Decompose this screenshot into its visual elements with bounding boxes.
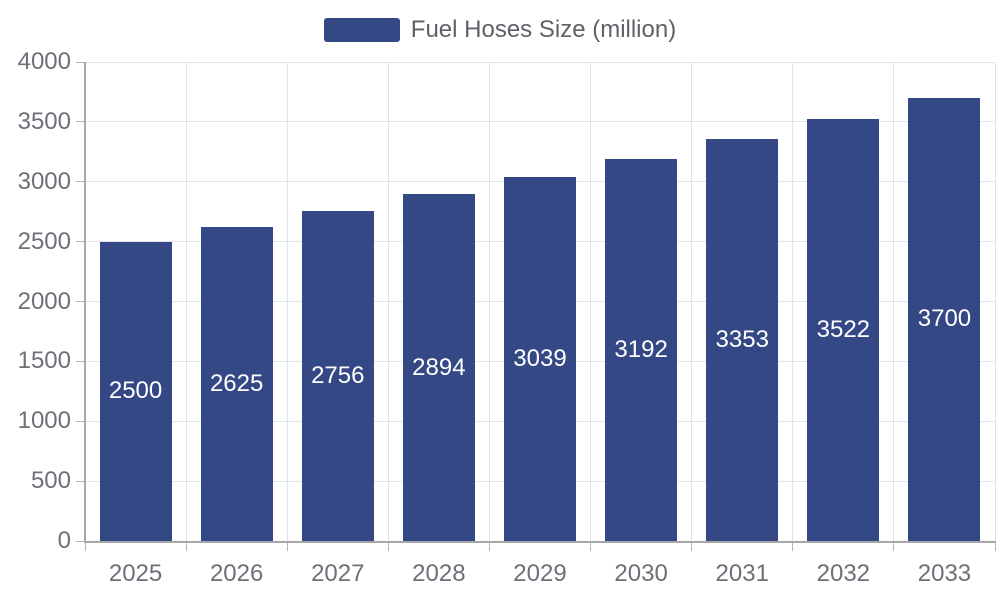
y-axis-tick bbox=[76, 301, 84, 302]
y-axis-tick bbox=[76, 241, 84, 243]
bar-2033[interactable]: 3700 bbox=[908, 97, 981, 541]
y-axis-tick-label: 1000 bbox=[17, 407, 71, 435]
x-axis-tick bbox=[84, 543, 86, 551]
x-axis-tick-label: 2033 bbox=[917, 560, 972, 587]
x-axis-tick-label: 2028 bbox=[412, 560, 466, 587]
y-axis-tick bbox=[76, 121, 84, 123]
bar-2025[interactable]: 2500 bbox=[99, 241, 172, 541]
x-axis-tick-label: 2030 bbox=[614, 560, 668, 587]
x-axis-tick bbox=[994, 543, 996, 551]
bar-value-label: 3522 bbox=[816, 316, 871, 344]
bar-value-label: 3039 bbox=[513, 345, 567, 373]
x-axis-tick bbox=[185, 543, 187, 551]
x-axis-tick bbox=[691, 543, 693, 551]
bar-2030[interactable]: 3192 bbox=[605, 158, 678, 541]
legend-item[interactable]: Fuel Hoses Size (million) bbox=[0, 16, 1000, 44]
gridline-vertical bbox=[286, 62, 288, 541]
y-axis-tick-label: 4000 bbox=[17, 48, 71, 75]
y-axis-tick-label: 2500 bbox=[17, 227, 71, 255]
x-axis-tick bbox=[387, 543, 389, 551]
y-axis-tick-label: 3500 bbox=[17, 107, 71, 135]
x-axis-tick bbox=[792, 543, 794, 551]
gridline-vertical bbox=[893, 62, 895, 541]
x-axis-line bbox=[84, 541, 996, 543]
bar-2032[interactable]: 3522 bbox=[807, 119, 880, 541]
y-axis-line bbox=[84, 62, 86, 543]
y-axis-tick bbox=[76, 480, 84, 482]
y-axis-tick bbox=[76, 181, 84, 183]
y-axis-tick bbox=[76, 420, 84, 422]
y-axis-tick-label: 2000 bbox=[17, 287, 71, 315]
x-axis-tick bbox=[590, 543, 592, 551]
y-axis-tick-label: 1500 bbox=[17, 347, 71, 375]
bar-value-label: 3192 bbox=[614, 335, 668, 363]
y-axis-tick-label: 0 bbox=[57, 527, 71, 554]
bar-value-label: 3353 bbox=[715, 326, 769, 354]
bar-value-label: 2500 bbox=[108, 377, 163, 405]
x-axis-tick-label: 2029 bbox=[513, 560, 567, 587]
gridline-vertical bbox=[488, 62, 490, 541]
x-axis-tick-label: 2027 bbox=[311, 560, 365, 587]
gridline-vertical bbox=[792, 62, 794, 541]
x-axis-tick bbox=[488, 543, 490, 551]
bar-value-label: 2756 bbox=[311, 361, 365, 389]
bar-2027[interactable]: 2756 bbox=[301, 210, 374, 541]
x-axis-tick bbox=[286, 543, 288, 551]
legend-label: Fuel Hoses Size (million) bbox=[410, 16, 677, 43]
bar-2029[interactable]: 3039 bbox=[504, 177, 576, 541]
gridline-vertical bbox=[185, 62, 187, 541]
gridline-vertical bbox=[691, 62, 693, 541]
y-axis-tick bbox=[76, 61, 84, 63]
bar-2031[interactable]: 3353 bbox=[706, 139, 779, 541]
bar-value-label: 2625 bbox=[209, 369, 264, 397]
bar-value-label: 2894 bbox=[412, 353, 466, 381]
x-axis-tick bbox=[893, 543, 895, 551]
y-axis-tick bbox=[76, 540, 84, 542]
x-axis-tick-label: 2026 bbox=[209, 560, 264, 587]
legend-swatch bbox=[323, 18, 400, 42]
gridline-vertical bbox=[994, 62, 996, 541]
bar-value-label: 3700 bbox=[917, 305, 972, 333]
x-axis-tick-label: 2025 bbox=[108, 560, 163, 587]
gridline-vertical bbox=[387, 62, 389, 541]
gridline-horizontal bbox=[85, 121, 995, 123]
y-axis-tick-label: 500 bbox=[30, 467, 71, 495]
y-axis-tick bbox=[76, 360, 84, 362]
bar-2026[interactable]: 2625 bbox=[200, 226, 273, 541]
x-axis-tick-label: 2031 bbox=[715, 560, 769, 587]
x-axis-tick-label: 2032 bbox=[816, 560, 871, 587]
gridline-horizontal bbox=[85, 61, 995, 63]
gridline-vertical bbox=[590, 62, 592, 541]
bar-2028[interactable]: 2894 bbox=[402, 194, 475, 541]
y-axis-tick-label: 3000 bbox=[17, 167, 71, 195]
